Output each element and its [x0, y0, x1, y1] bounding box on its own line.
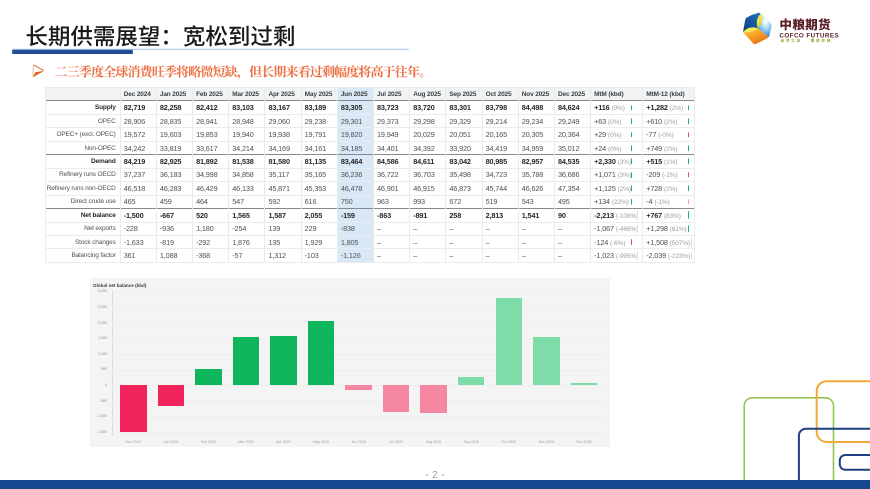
svg-text:COFCO FUTURES: COFCO FUTURES: [779, 32, 839, 39]
